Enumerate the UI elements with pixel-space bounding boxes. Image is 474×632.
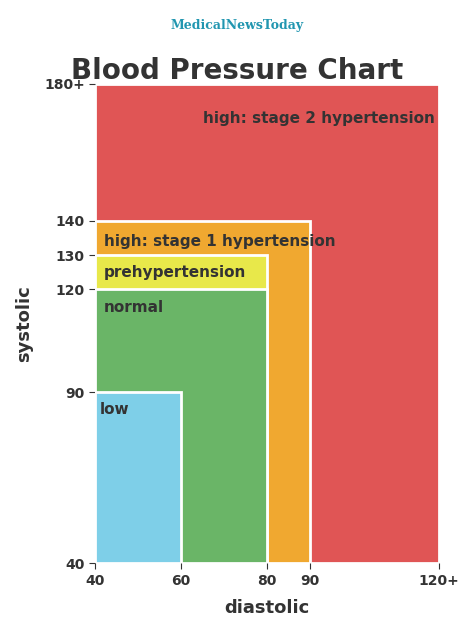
Y-axis label: systolic: systolic	[15, 285, 33, 362]
Text: normal: normal	[104, 300, 164, 315]
X-axis label: diastolic: diastolic	[224, 599, 310, 617]
Text: prehypertension: prehypertension	[104, 265, 246, 281]
Text: high: stage 1 hypertension: high: stage 1 hypertension	[104, 234, 336, 250]
FancyBboxPatch shape	[95, 392, 181, 564]
FancyBboxPatch shape	[95, 289, 267, 564]
Text: low: low	[100, 403, 129, 417]
Text: Blood Pressure Chart: Blood Pressure Chart	[71, 57, 403, 85]
Text: high: stage 2 hypertension: high: stage 2 hypertension	[202, 111, 435, 126]
FancyBboxPatch shape	[95, 83, 438, 564]
FancyBboxPatch shape	[95, 255, 267, 564]
FancyBboxPatch shape	[95, 221, 310, 564]
Text: MedicalNewsToday: MedicalNewsToday	[171, 19, 303, 32]
